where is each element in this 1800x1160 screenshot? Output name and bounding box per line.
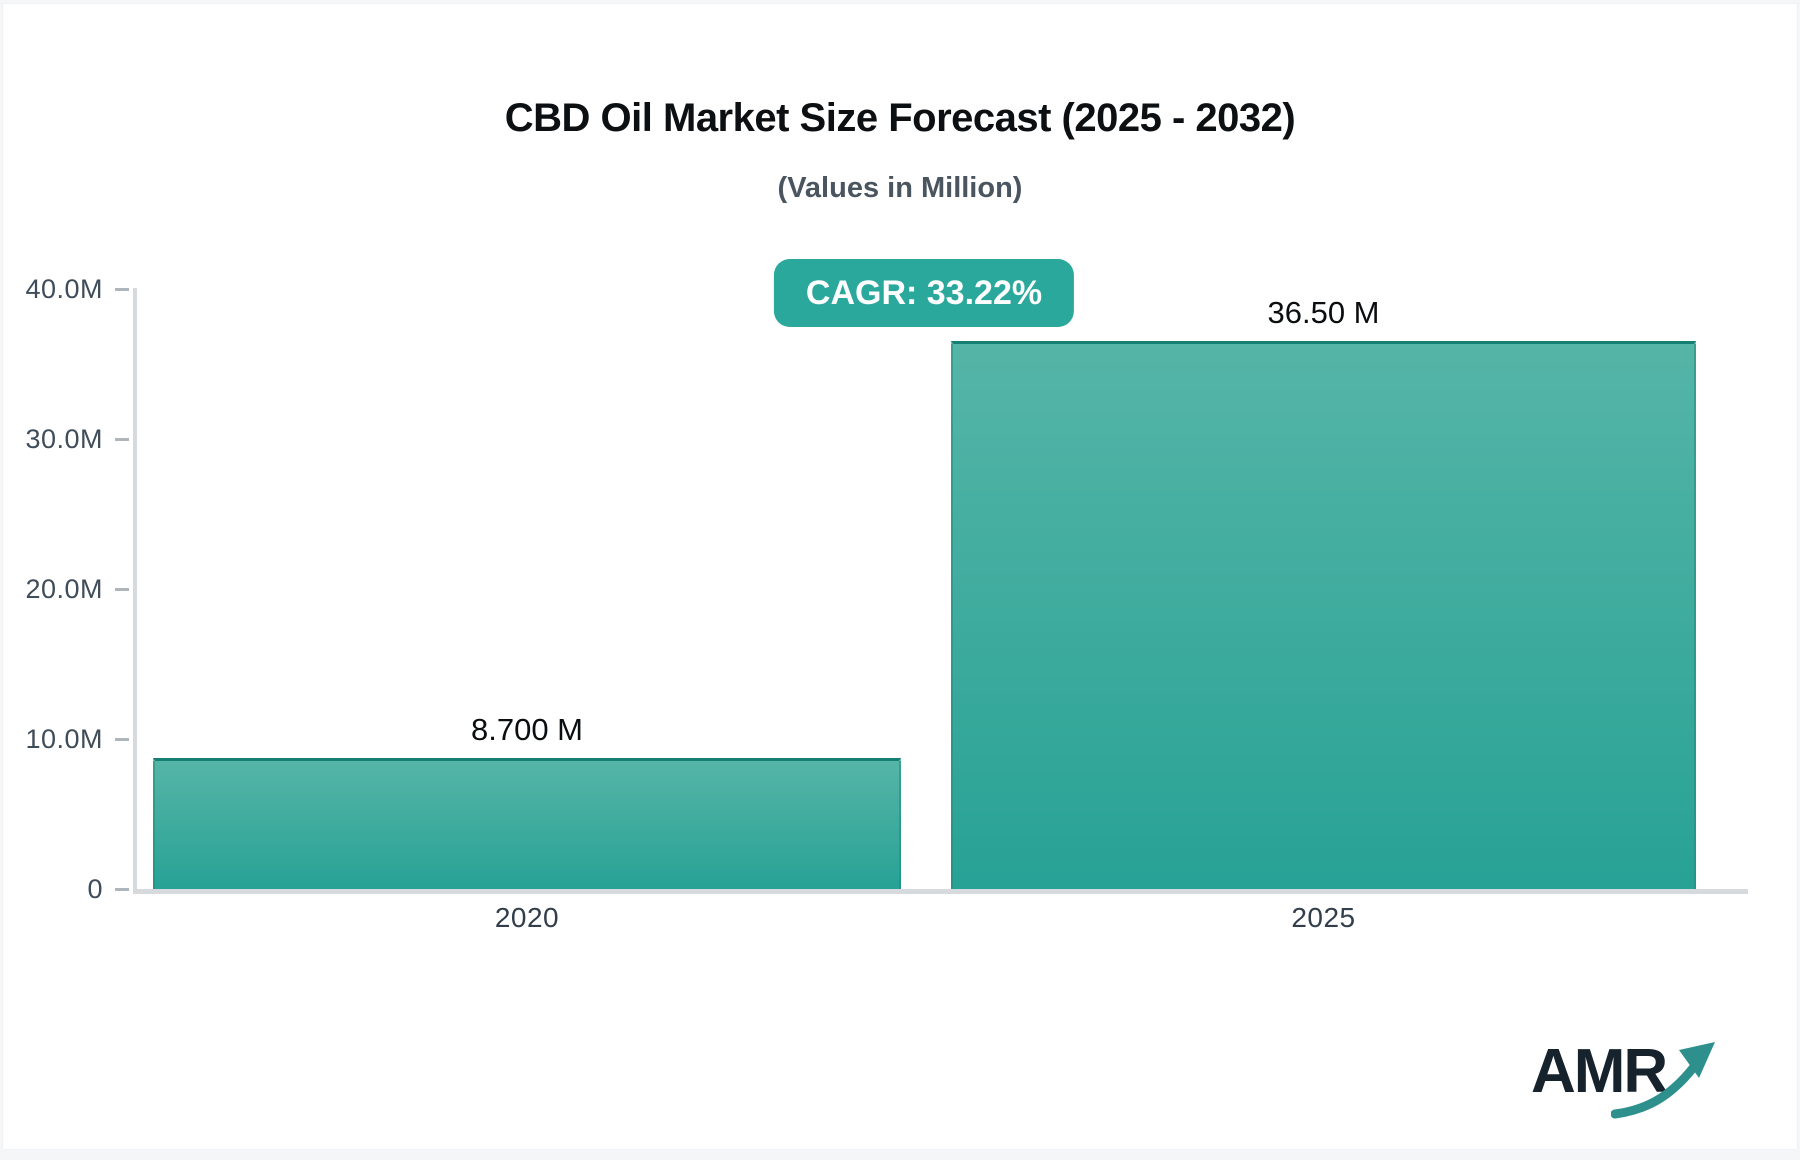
y-axis-label: 10.0M [3,723,103,755]
amr-logo: AMR [1531,1032,1731,1122]
x-axis-line [133,889,1748,894]
bar-value-label-2025: 36.50 M [1164,295,1484,331]
y-tick-dash [115,888,129,891]
y-axis-line [133,288,137,889]
y-tick-dash [115,588,129,591]
bar-chart-plot-area: 0 10.0M 20.0M 30.0M 40.0M 8.700 M 2020 36.50 M 2… [3,4,1800,1160]
x-axis-label-2020: 2020 [367,902,687,934]
y-axis-label: 30.0M [3,423,103,455]
y-tick-dash [115,288,129,291]
bar-value-label-2020: 8.700 M [367,712,687,748]
bar-2025 [951,341,1696,889]
growth-arrow-icon [1611,1040,1723,1120]
y-axis-label: 0 [3,873,103,905]
bar-2020 [153,758,901,889]
x-axis-label-2025: 2025 [1164,902,1484,934]
y-tick-dash [115,438,129,441]
y-tick-dash [115,738,129,741]
y-axis-label: 20.0M [3,573,103,605]
chart-card: CBD Oil Market Size Forecast (2025 - 203… [2,3,1798,1150]
y-axis-label: 40.0M [3,273,103,305]
